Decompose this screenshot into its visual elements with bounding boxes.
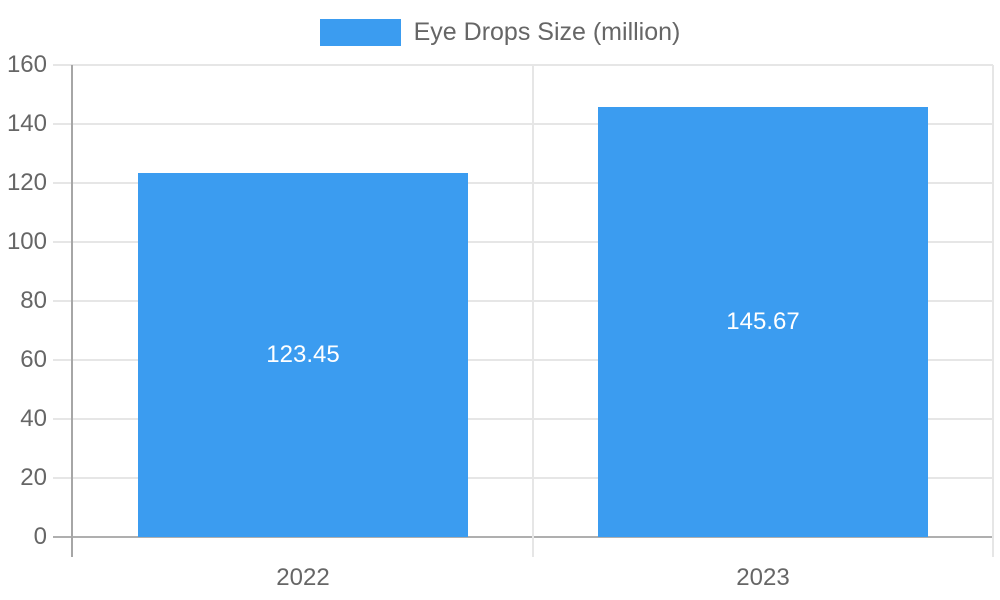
x-tick-label: 2023 xyxy=(736,564,790,591)
legend-swatch-icon xyxy=(319,18,401,46)
y-tick-mark xyxy=(53,359,73,361)
y-tick-mark xyxy=(53,536,73,538)
y-tick-label: 120 xyxy=(6,169,47,196)
x-gridline xyxy=(532,65,534,537)
y-tick-mark xyxy=(53,182,73,184)
x-gridline xyxy=(992,65,994,537)
y-tick-label: 40 xyxy=(20,405,47,432)
y-tick-mark xyxy=(53,64,73,66)
y-tick-label: 80 xyxy=(20,287,47,314)
y-tick-mark xyxy=(53,300,73,302)
x-tick-mark xyxy=(992,537,994,557)
y-tick-label: 0 xyxy=(33,523,47,550)
x-tick-label: 2022 xyxy=(276,564,330,591)
y-tick-label: 140 xyxy=(6,110,47,137)
y-tick-label: 100 xyxy=(6,228,47,255)
legend-label: Eye Drops Size (million) xyxy=(413,17,681,46)
y-tick-label: 20 xyxy=(20,464,47,491)
x-tick-mark xyxy=(532,537,534,557)
y-axis-line xyxy=(71,65,73,557)
legend[interactable]: Eye Drops Size (million) xyxy=(0,18,1000,46)
y-tick-mark xyxy=(53,418,73,420)
y-tick-label: 60 xyxy=(20,346,47,373)
y-tick-label: 160 xyxy=(6,51,47,78)
y-tick-mark xyxy=(53,477,73,479)
bar-2023[interactable] xyxy=(598,107,928,537)
bar-2022[interactable] xyxy=(138,173,468,537)
y-tick-mark xyxy=(53,241,73,243)
y-tick-mark xyxy=(53,123,73,125)
